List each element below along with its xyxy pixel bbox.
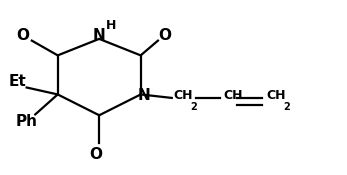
Text: 2: 2 (283, 102, 290, 112)
Text: O: O (17, 28, 29, 43)
Text: CH: CH (223, 89, 243, 102)
Text: N: N (138, 88, 151, 103)
Text: CH: CH (267, 89, 286, 102)
Text: O: O (158, 28, 171, 43)
Text: H: H (105, 19, 116, 32)
Text: N: N (93, 28, 105, 43)
Text: CH: CH (174, 89, 193, 102)
Text: 2: 2 (190, 102, 197, 112)
Text: Et: Et (9, 74, 27, 89)
Text: O: O (89, 147, 102, 162)
Text: Ph: Ph (16, 114, 37, 129)
